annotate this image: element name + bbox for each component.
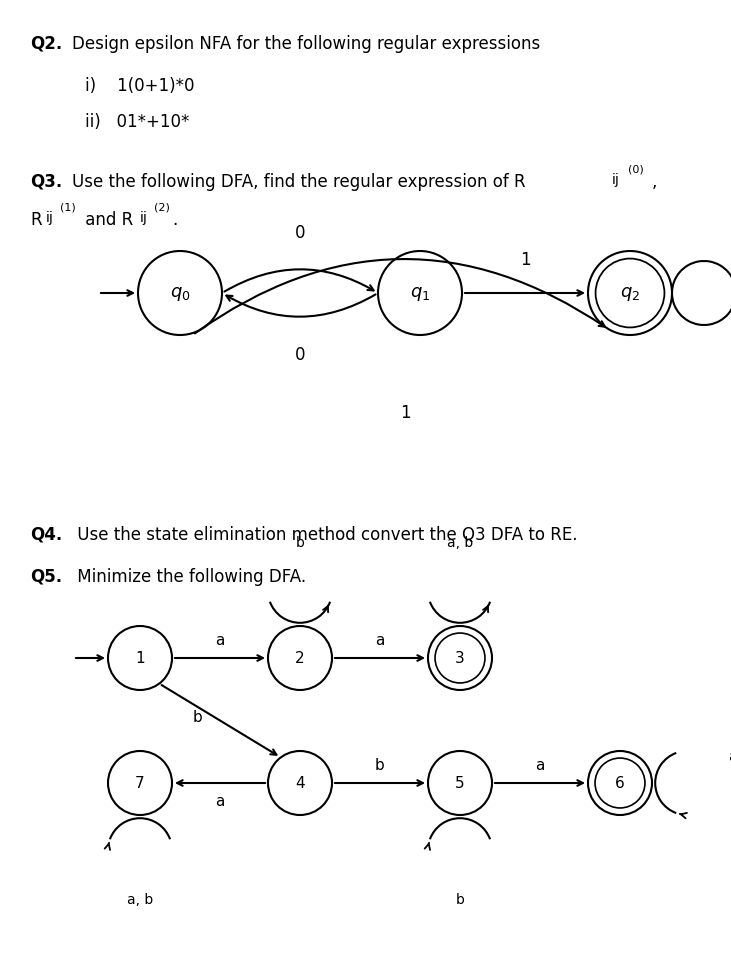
Text: 0: 0 <box>295 346 306 364</box>
Text: ij: ij <box>612 172 620 187</box>
Text: Design epsilon NFA for the following regular expressions: Design epsilon NFA for the following reg… <box>72 35 540 53</box>
Text: .: . <box>172 211 177 229</box>
Text: ,: , <box>652 172 657 191</box>
Text: i)    1(0+1)*0: i) 1(0+1)*0 <box>85 77 194 95</box>
Text: b: b <box>193 709 203 724</box>
Text: (0): (0) <box>628 165 644 174</box>
Text: $q_1$: $q_1$ <box>410 285 430 303</box>
Text: $q_2$: $q_2$ <box>620 285 640 303</box>
Text: 1: 1 <box>400 403 410 421</box>
Text: Q5.: Q5. <box>30 567 62 585</box>
Text: Minimize the following DFA.: Minimize the following DFA. <box>72 567 306 585</box>
Text: a, b: a, b <box>730 749 731 763</box>
Text: a, b: a, b <box>127 892 153 906</box>
Text: b: b <box>455 892 464 906</box>
Text: b: b <box>295 536 304 549</box>
Text: 4: 4 <box>295 776 305 791</box>
Text: (1): (1) <box>60 203 76 213</box>
Text: Q3.: Q3. <box>30 172 62 191</box>
Text: a, b: a, b <box>447 536 473 549</box>
Text: a: a <box>216 633 224 648</box>
Text: 6: 6 <box>615 776 625 791</box>
Text: ij: ij <box>140 211 148 225</box>
Text: Use the state elimination method convert the Q3 DFA to RE.: Use the state elimination method convert… <box>72 525 577 543</box>
Text: and R: and R <box>80 211 133 229</box>
Text: 3: 3 <box>455 651 465 666</box>
Text: b: b <box>375 758 385 773</box>
Text: a: a <box>375 633 385 648</box>
Text: $q_0$: $q_0$ <box>170 285 190 303</box>
Text: Q2.: Q2. <box>30 35 62 53</box>
Text: ij: ij <box>46 211 54 225</box>
Text: Use the following DFA, find the regular expression of R: Use the following DFA, find the regular … <box>72 172 526 191</box>
Text: a: a <box>535 758 545 773</box>
Text: a: a <box>216 794 224 809</box>
Text: 7: 7 <box>135 776 145 791</box>
Text: (2): (2) <box>154 203 170 213</box>
Text: R: R <box>30 211 42 229</box>
Text: 1: 1 <box>520 251 530 269</box>
Text: Q4.: Q4. <box>30 525 62 543</box>
Text: 1: 1 <box>135 651 145 666</box>
Text: 2: 2 <box>295 651 305 666</box>
Text: ii)   01*+10*: ii) 01*+10* <box>85 112 189 131</box>
Text: 0: 0 <box>295 224 306 242</box>
Text: 5: 5 <box>455 776 465 791</box>
